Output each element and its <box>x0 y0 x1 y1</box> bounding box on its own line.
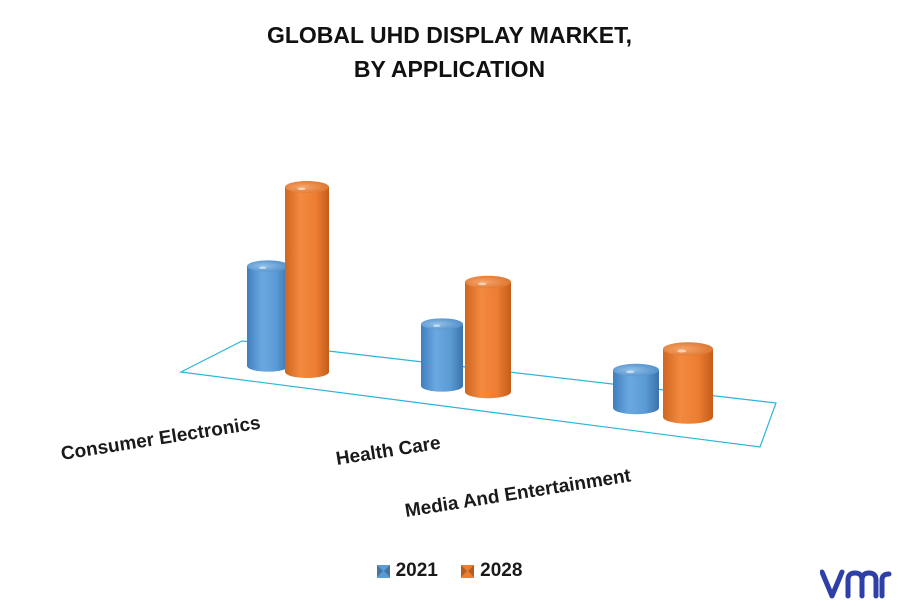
bars-layer <box>247 181 713 424</box>
legend: 2021 2028 <box>0 560 899 584</box>
legend-label-2021: 2021 <box>395 560 438 581</box>
legend-swatch-2021 <box>376 564 390 578</box>
chart-title-line-2: BY APPLICATION <box>353 56 546 82</box>
legend-label-2028: 2028 <box>480 560 523 581</box>
bar-health-care-2028 <box>465 275 511 399</box>
category-label: Media And Entertainment <box>403 465 633 522</box>
bar-media-and-entertainment-2028 <box>663 342 713 424</box>
bar-consumer-electronics-2021 <box>247 260 289 372</box>
bar-consumer-electronics-2028 <box>285 181 329 378</box>
vmr-logo <box>820 569 892 599</box>
bar-media-and-entertainment-2021 <box>613 363 659 415</box>
chart-floor <box>178 340 777 448</box>
chart-title: GLOBAL UHD DISPLAY MARKET, BY APPLICATIO… <box>0 18 899 86</box>
bar-health-care-2021 <box>421 318 463 392</box>
legend-item-2021: 2021 <box>376 560 438 582</box>
legend-item-2028: 2028 <box>461 560 522 582</box>
category-label: Consumer Electronics <box>59 413 261 465</box>
legend-swatch-2028 <box>461 564 475 578</box>
category-label: Health Care <box>334 433 442 470</box>
chart-title-line-1: GLOBAL UHD DISPLAY MARKET, <box>266 22 633 48</box>
